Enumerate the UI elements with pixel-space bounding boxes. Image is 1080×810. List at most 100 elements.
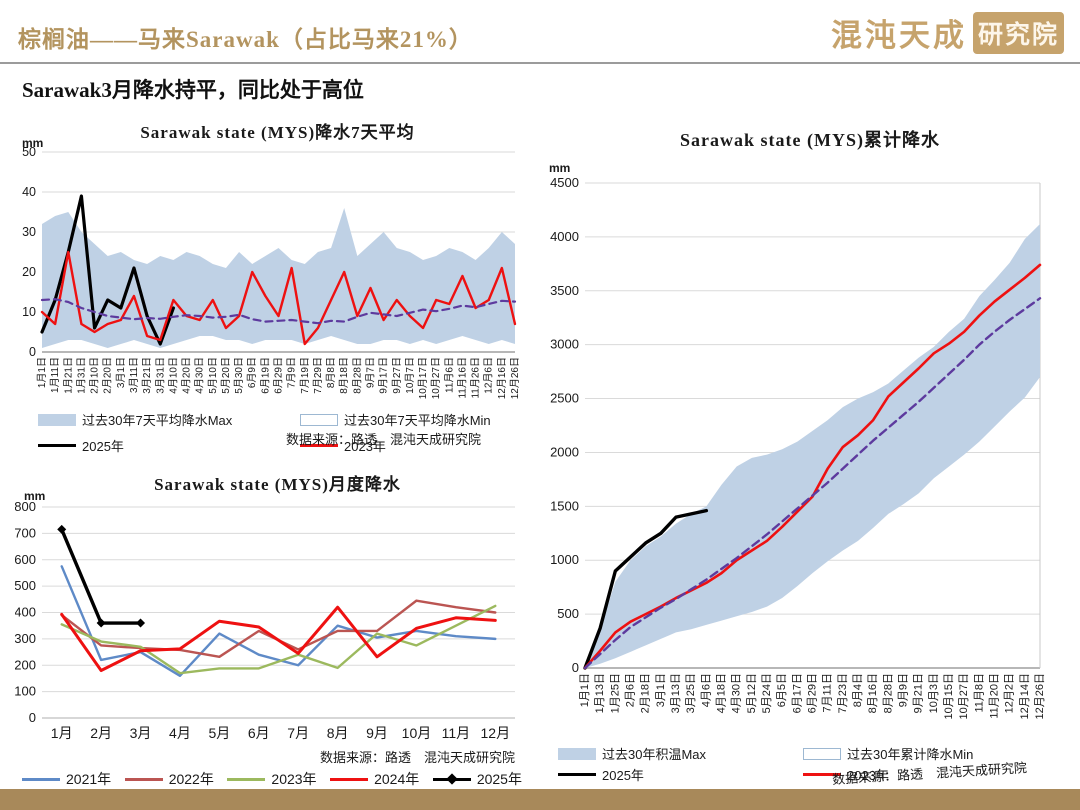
legend-item: 2025年 xyxy=(38,436,300,455)
line-swatch xyxy=(803,773,841,776)
x-tick-label: 5月24日 xyxy=(761,673,773,713)
y-tick-label: 800 xyxy=(15,499,36,514)
legend-label: 2022年 xyxy=(168,771,214,787)
y-tick-label: 700 xyxy=(15,525,36,540)
legend-item: 2024年 xyxy=(330,769,419,789)
legend-label: 过去30年积温Max xyxy=(602,747,707,762)
y-tick-label: 0 xyxy=(29,710,36,725)
x-tick-label: 8月4日 xyxy=(852,673,864,707)
x-tick-label: 11月8日 xyxy=(973,673,985,713)
company-logo: 混沌天成 研究院 xyxy=(831,10,1064,55)
x-tick-label: 6月19日 xyxy=(259,357,271,394)
x-tick-label: 2月10日 xyxy=(89,357,101,394)
x-tick-label: 1月13日 xyxy=(594,673,606,713)
x-tick-label: 7月9日 xyxy=(286,357,298,388)
x-tick-label: 12月16日 xyxy=(496,357,508,399)
y-tick-label: 20 xyxy=(22,265,36,279)
x-tick-label: 5月12日 xyxy=(746,673,758,713)
legend-item: 2022年 xyxy=(124,769,214,789)
y-tick-label: 500 xyxy=(15,578,36,593)
x-tick-label: 9月 xyxy=(366,725,388,741)
band-swatch xyxy=(38,413,76,426)
x-tick-label: 6月17日 xyxy=(791,673,803,713)
series-过去30年7天平均降水平均 xyxy=(40,298,517,325)
x-tick-label: 2月18日 xyxy=(640,673,652,713)
x-tick-label: 5月 xyxy=(208,725,230,741)
seven-day-data-source: 数据来源：路透 混沌天成研究院 xyxy=(286,432,482,447)
legend-label: 2023年 xyxy=(344,439,386,454)
legend-label: 2023年 xyxy=(847,768,889,783)
x-tick-label: 10月27日 xyxy=(430,357,442,399)
x-tick-label: 9月9日 xyxy=(898,673,910,707)
series-2025年 xyxy=(40,194,175,346)
min-max-band xyxy=(585,223,1040,668)
x-tick-label: 9月27日 xyxy=(391,357,403,394)
x-tick-label: 5月30日 xyxy=(233,357,245,394)
y-tick-label: 400 xyxy=(15,605,36,620)
x-tick-label: 3月 xyxy=(130,725,152,741)
cumulative-chart-title: Sarawak state (MYS)累计降水 xyxy=(680,130,940,150)
x-tick-label: 1月11日 xyxy=(49,357,61,393)
slide-subtitle: Sarawak3月降水持平，同比处于高位 xyxy=(22,78,364,102)
min-max-band xyxy=(42,208,515,348)
x-tick-label: 10月3日 xyxy=(928,673,940,713)
x-tick-label: 11月 xyxy=(442,725,471,741)
series-2021年 xyxy=(60,565,497,678)
x-tick-label: 2月 xyxy=(90,725,112,741)
x-tick-label: 6月29日 xyxy=(273,357,285,394)
y-tick-label: 1500 xyxy=(550,498,579,513)
series-2023年 xyxy=(60,604,497,675)
x-tick-label: 11月26日 xyxy=(470,357,482,399)
x-tick-label: 4月 xyxy=(169,725,191,741)
diamond-marker xyxy=(96,618,106,628)
gridlines xyxy=(42,506,515,719)
monthly-data-source: 数据来源：路透 混沌天成研究院 xyxy=(319,750,515,765)
band-swatch xyxy=(558,747,596,760)
y-tick-label: 300 xyxy=(15,631,36,646)
legend-item: 2021年 xyxy=(22,769,111,789)
legend-item: 过去30年累计降水Min xyxy=(803,744,1058,763)
x-tick-label: 12月26日 xyxy=(1034,673,1046,719)
x-tick-label: 3月21日 xyxy=(141,357,153,394)
y-tick-label: 2500 xyxy=(550,391,579,406)
x-tick-label: 3月1日 xyxy=(115,357,127,388)
series-过去30年累计降水平均 xyxy=(583,297,1042,670)
x-tick-label: 11月20日 xyxy=(989,673,1001,719)
x-tick-label: 7月19日 xyxy=(299,357,311,394)
x-tick-label: 11月6日 xyxy=(443,357,455,393)
legend-item: 过去30年7天平均降水Min xyxy=(300,410,518,429)
y-tick-label: 10 xyxy=(22,305,36,319)
x-tick-label: 8月28日 xyxy=(351,357,363,394)
y-tick-label: 1000 xyxy=(550,552,579,567)
x-tick-label: 9月17日 xyxy=(378,357,390,394)
x-tick-label: 12月14日 xyxy=(1019,673,1031,719)
x-tick-label: 6月 xyxy=(248,725,270,741)
y-tick-label: 2000 xyxy=(550,444,579,459)
series-2025年 xyxy=(60,527,143,625)
x-tick-label: 3月31日 xyxy=(154,357,166,394)
x-tick-label: 12月6日 xyxy=(483,357,495,394)
y-tick-label: 3000 xyxy=(550,337,579,352)
x-tick-label: 4月6日 xyxy=(700,673,712,707)
series-2025年 xyxy=(583,508,709,670)
x-tick-label: 10月7日 xyxy=(404,357,416,394)
monthly-rainfall-chart: 0 100 200 300 400 500 600 700 800 1月 2月 3月 4月 5月 6月 7月 8… xyxy=(15,499,515,741)
legend-label: 过去30年7天平均降水Min xyxy=(344,413,491,428)
diamond-marker xyxy=(136,618,146,628)
x-tick-label: 1月25日 xyxy=(609,673,621,713)
diamond-marker xyxy=(446,772,458,785)
x-tick-label: 3月1日 xyxy=(655,673,667,707)
x-tick-label: 1月31日 xyxy=(75,357,87,394)
x-tick-label: 3月25日 xyxy=(685,673,697,713)
seven-day-chart-unit: mm xyxy=(22,136,44,150)
x-tick-label: 5月10日 xyxy=(207,357,219,394)
y-tick-label: 3500 xyxy=(550,283,579,298)
y-tick-label: 600 xyxy=(15,552,36,567)
legend-label: 2021年 xyxy=(66,771,112,787)
line-swatch xyxy=(227,777,266,781)
line-swatch xyxy=(300,444,338,447)
legend-item: 2025年 xyxy=(432,769,522,789)
legend-label: 2025年 xyxy=(476,771,522,787)
y-tick-label: 100 xyxy=(15,684,36,699)
seven-day-rainfall-chart: 0 10 20 30 40 50 1月1日 1月11日 1月21日 1月31日 2月10日 2月20日… xyxy=(22,145,521,399)
